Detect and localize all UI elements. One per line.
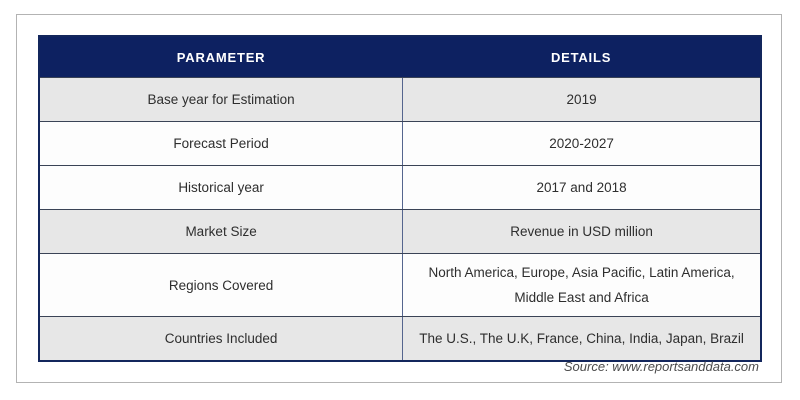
parameter-cell: Market Size (185, 224, 257, 239)
parameter-cell: Base year for Estimation (147, 92, 295, 107)
parameter-cell: Regions Covered (168, 277, 274, 293)
report-scope-card: PARAMETER DETAILS Base year for Estimati… (16, 14, 782, 383)
report-scope-table: PARAMETER DETAILS Base year for Estimati… (38, 35, 762, 362)
parameter-cell: Forecast Period (173, 136, 269, 151)
details-cell: 2019 (402, 78, 760, 121)
details-cell: Revenue in USD million (402, 210, 760, 253)
details-cell: 2017 and 2018 (402, 166, 760, 209)
table-row: Market Size Revenue in USD million (40, 209, 760, 253)
source-credit: Source: www.reportsanddata.com (563, 359, 759, 374)
parameter-cell: Historical year (178, 180, 264, 195)
details-cell: North America, Europe, Asia Pacific, Lat… (402, 254, 760, 316)
details-cell: The U.S., The U.K, France, China, India,… (402, 317, 760, 360)
table-header-row: PARAMETER DETAILS (40, 37, 760, 77)
table-row: Countries Included The U.S., The U.K, Fr… (40, 316, 760, 360)
table-row: Base year for Estimation 2019 (40, 77, 760, 121)
details-cell: 2020-2027 (402, 122, 760, 165)
parameter-cell: Countries Included (164, 331, 278, 346)
table-row: Forecast Period 2020-2027 (40, 121, 760, 165)
table-row: Regions Covered North America, Europe, A… (40, 253, 760, 316)
table-row: Historical year 2017 and 2018 (40, 165, 760, 209)
header-parameter: PARAMETER (176, 49, 266, 65)
header-details: DETAILS (550, 49, 612, 65)
